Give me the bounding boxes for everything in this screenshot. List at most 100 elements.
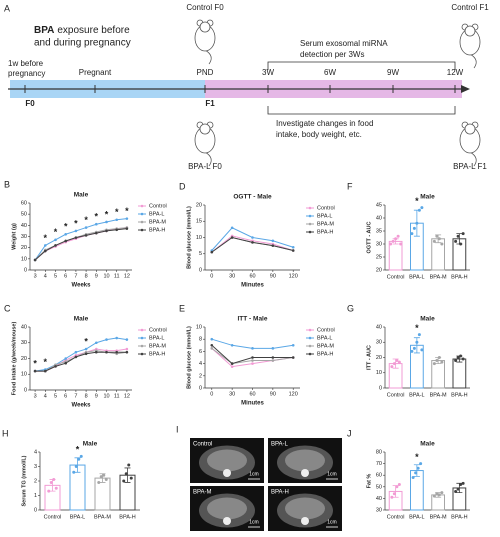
ct-spine — [223, 469, 231, 477]
point — [99, 475, 103, 479]
point — [391, 239, 395, 243]
chart-title: Male — [83, 441, 98, 448]
point — [394, 237, 398, 241]
y-tick-label: 3 — [34, 464, 37, 470]
point — [396, 234, 400, 238]
point — [210, 250, 214, 254]
panel-label: F — [347, 181, 353, 191]
point — [456, 487, 460, 491]
point — [84, 226, 88, 229]
point — [432, 362, 436, 366]
point — [271, 239, 275, 243]
y-tick-label: 20 — [376, 267, 382, 273]
point — [64, 357, 67, 360]
legend-marker — [308, 344, 312, 348]
bar — [94, 477, 111, 511]
y-tick-label: 30 — [21, 234, 27, 240]
y-tick-label: 1 — [34, 493, 37, 499]
significance: * — [84, 336, 88, 346]
legend-marker — [308, 214, 312, 218]
legend-marker — [140, 204, 144, 208]
point — [412, 226, 416, 230]
point — [74, 350, 78, 354]
significance: * — [115, 207, 119, 217]
legend-label: Control — [317, 327, 335, 333]
timeline-label: 12W — [447, 68, 464, 77]
panel-label: I — [176, 424, 179, 434]
point — [230, 362, 234, 365]
significance: * — [105, 209, 109, 219]
x-tick-label: 11 — [114, 393, 120, 399]
significance: * — [54, 227, 58, 237]
x-tick-label: 5 — [54, 273, 57, 279]
y-tick-label: 60 — [376, 473, 382, 479]
y-axis-label: Blood glucose (mmol/L) — [186, 326, 192, 389]
point — [251, 356, 254, 359]
point — [105, 229, 108, 233]
panel-label: C — [4, 303, 11, 313]
x-tick-label: BPA-L — [409, 392, 425, 398]
point — [115, 350, 118, 354]
y-tick-label: 10 — [21, 256, 27, 262]
point — [95, 231, 98, 235]
point — [416, 466, 420, 470]
y-tick-label: 30 — [21, 340, 27, 346]
x-tick-label: BPA-H — [451, 274, 467, 280]
point — [395, 359, 399, 363]
mouse-label: BPA-L F1 — [453, 162, 487, 171]
point — [459, 242, 463, 246]
legend-marker — [308, 222, 312, 226]
x-tick-label: 12 — [124, 273, 130, 279]
legend-label: BPA-H — [149, 351, 165, 357]
scale-label: 1cm — [249, 519, 258, 525]
legend-label: Control — [149, 327, 167, 333]
panel-label: A — [4, 3, 10, 13]
x-tick-label: BPA-H — [451, 392, 467, 398]
point — [122, 479, 126, 483]
point — [411, 476, 415, 480]
note: Investigate changes in food — [276, 119, 373, 128]
point — [435, 359, 439, 363]
point — [399, 242, 403, 246]
panel-label: J — [347, 428, 352, 438]
point — [95, 350, 98, 354]
y-tick-label: 0 — [24, 387, 27, 393]
point — [210, 344, 214, 347]
mouse-tail — [469, 53, 477, 69]
y-tick-label: 20 — [21, 356, 27, 362]
y-tick-label: 4 — [34, 449, 37, 455]
x-tick-label: BPA-M — [430, 392, 447, 398]
x-tick-label: BPA-H — [119, 514, 135, 520]
point — [454, 489, 458, 493]
x-tick-label: 9 — [95, 393, 98, 399]
diagram-title: BPA exposure before — [34, 25, 130, 36]
point — [129, 476, 133, 480]
point — [461, 357, 465, 361]
line — [211, 338, 294, 349]
point — [390, 365, 394, 369]
x-tick-label: 6 — [64, 273, 67, 279]
x-tick-label: 120 — [289, 273, 298, 279]
point — [440, 491, 444, 495]
x-tick-label: 8 — [85, 273, 88, 279]
point — [74, 465, 78, 468]
x-tick-label: 4 — [44, 393, 47, 399]
y-tick-label: 10 — [196, 235, 202, 241]
mouse-tail — [204, 49, 212, 65]
point — [410, 349, 414, 353]
point — [454, 239, 458, 243]
legend-marker — [308, 352, 312, 356]
mouse-head — [199, 21, 211, 33]
legend-label: BPA-L — [149, 211, 165, 217]
point — [49, 480, 53, 484]
point — [44, 244, 47, 247]
y-tick-label: 40 — [376, 215, 382, 221]
point — [54, 238, 57, 242]
y-tick-label: 50 — [376, 484, 382, 490]
point — [125, 338, 129, 341]
significance: * — [33, 358, 37, 368]
y-tick-label: 0 — [34, 507, 37, 513]
mouse-head — [464, 25, 476, 37]
point — [251, 241, 254, 244]
point — [437, 493, 441, 497]
